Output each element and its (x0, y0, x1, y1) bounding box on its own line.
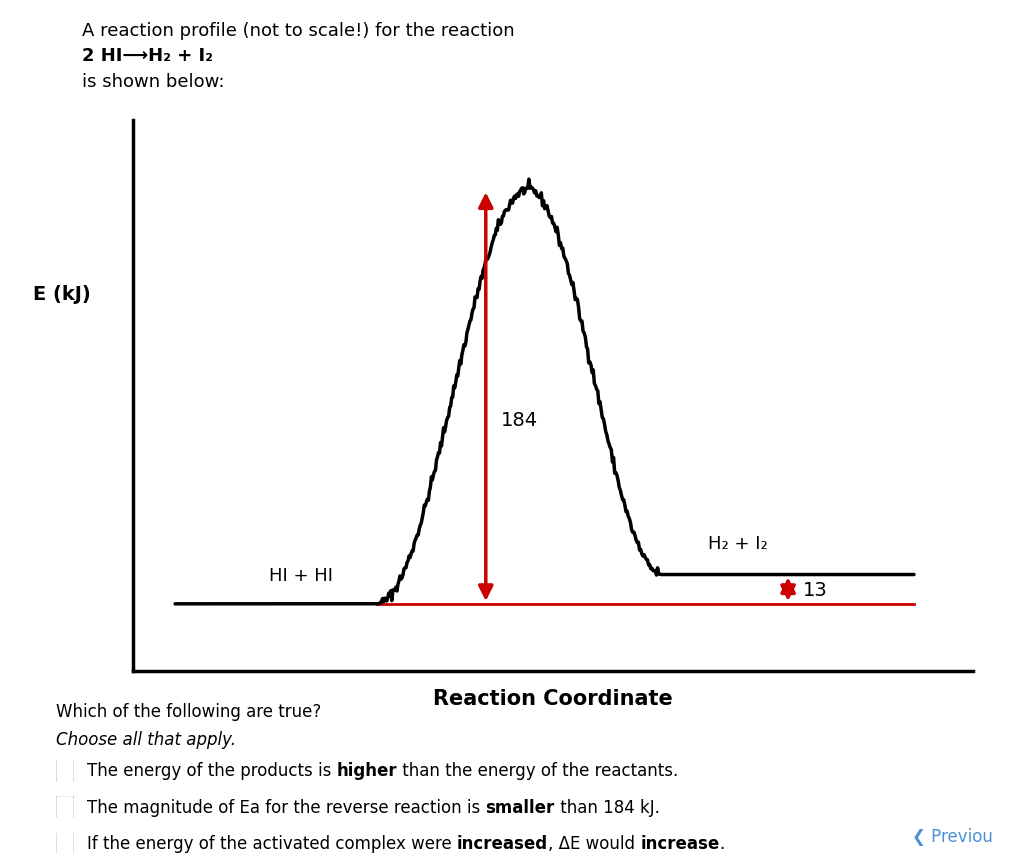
Text: than 184 kJ.: than 184 kJ. (555, 798, 659, 815)
X-axis label: Reaction Coordinate: Reaction Coordinate (433, 688, 673, 709)
Text: 184: 184 (501, 410, 538, 429)
Text: increase: increase (640, 834, 720, 852)
Text: The energy of the products is: The energy of the products is (87, 762, 337, 779)
Text: increased: increased (457, 834, 548, 852)
Text: smaller: smaller (485, 798, 555, 815)
Text: The magnitude of Ea for the reverse reaction is: The magnitude of Ea for the reverse reac… (87, 798, 485, 815)
Text: is shown below:: is shown below: (82, 73, 224, 91)
Text: H₂ + I₂: H₂ + I₂ (708, 535, 768, 553)
Text: 13: 13 (803, 580, 828, 599)
Text: , ΔE would: , ΔE would (548, 834, 640, 852)
Text: A reaction profile (not to scale!) for the reaction: A reaction profile (not to scale!) for t… (82, 22, 514, 40)
Text: If the energy of the activated complex were: If the energy of the activated complex w… (87, 834, 457, 852)
Text: HI + HI: HI + HI (269, 566, 333, 584)
Text: .: . (720, 834, 725, 852)
Text: than the energy of the reactants.: than the energy of the reactants. (397, 762, 679, 779)
Text: higher: higher (337, 762, 397, 779)
Text: E (kJ): E (kJ) (34, 284, 91, 303)
Text: Which of the following are true?: Which of the following are true? (56, 702, 322, 720)
Text: Choose all that apply.: Choose all that apply. (56, 730, 237, 748)
Text: ❮ Previou: ❮ Previou (912, 827, 993, 846)
Text: 2 HI⟶H₂ + I₂: 2 HI⟶H₂ + I₂ (82, 47, 213, 65)
